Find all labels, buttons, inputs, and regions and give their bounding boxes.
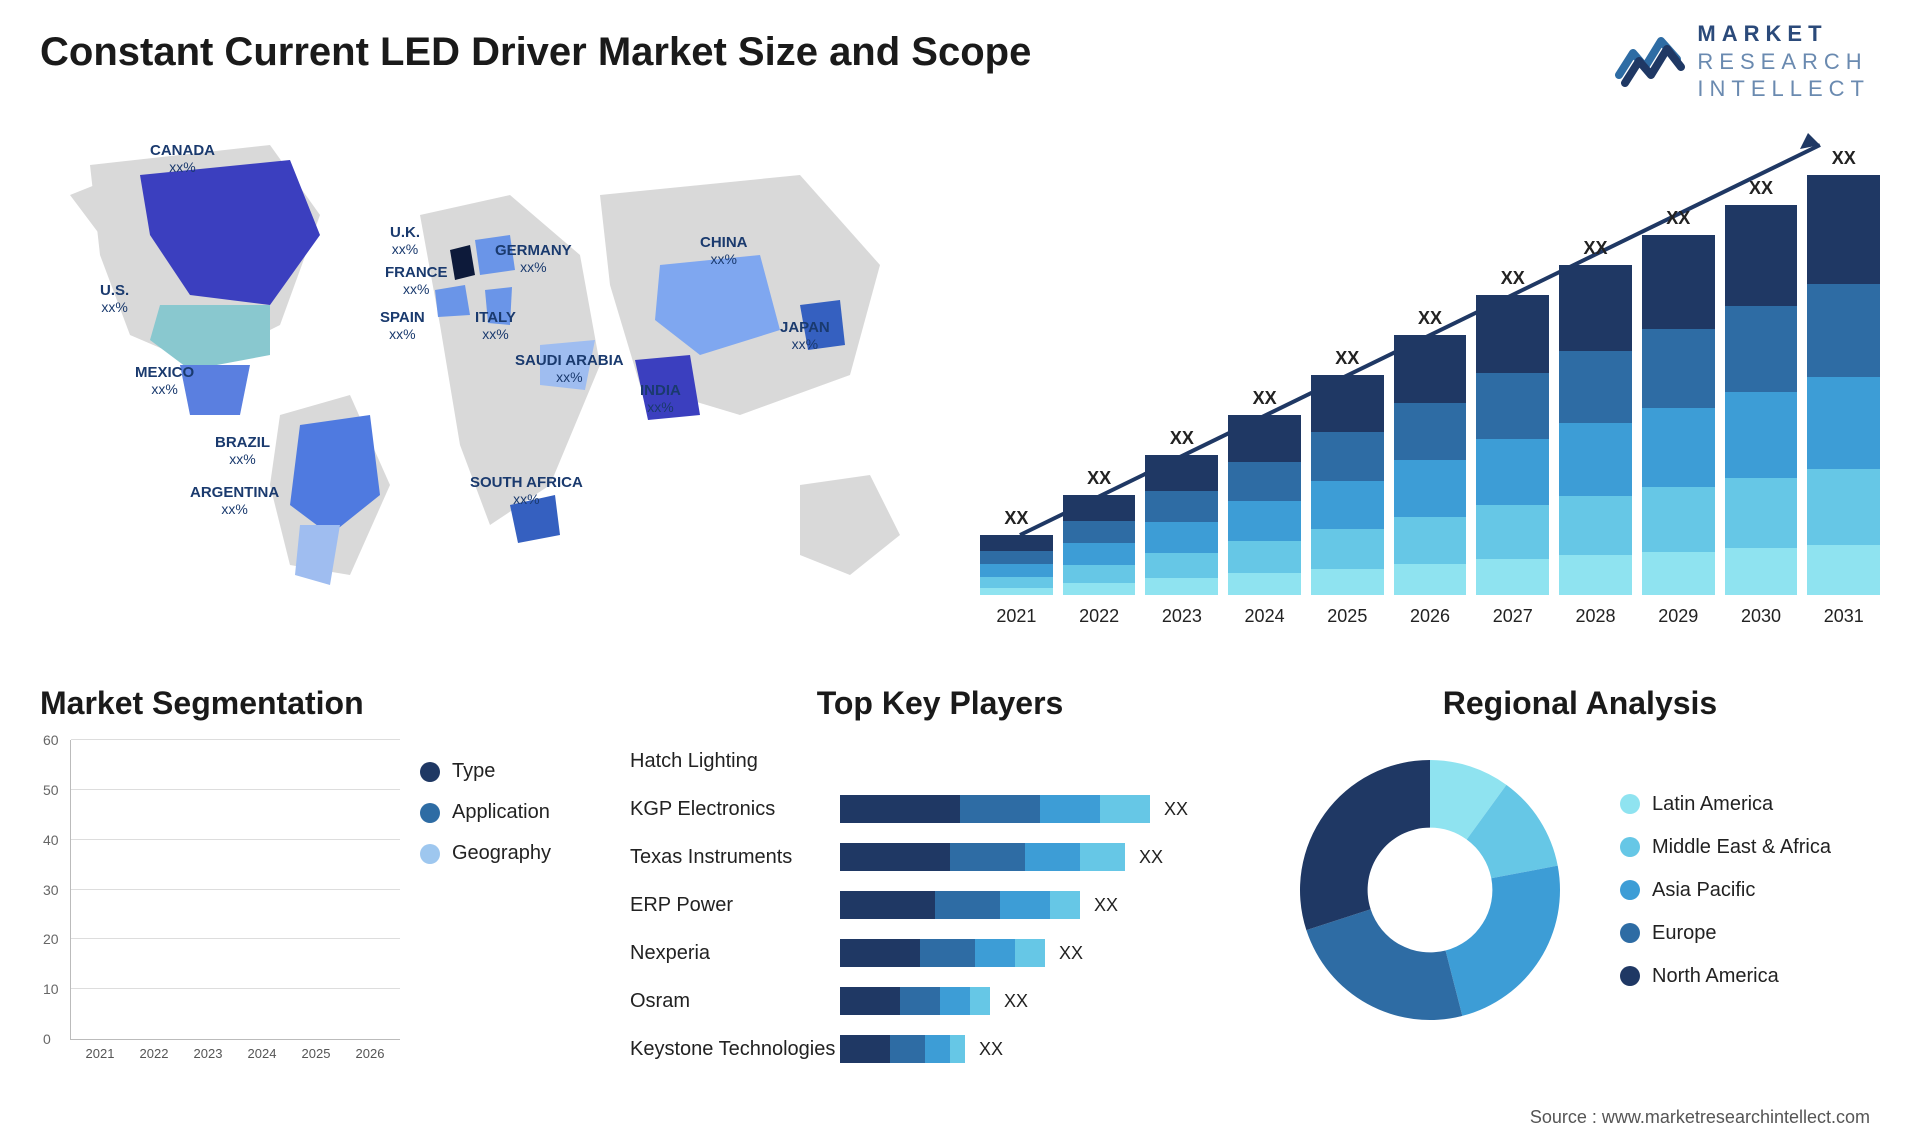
country-label: JAPANxx% (780, 320, 830, 352)
growth-bar: XX (980, 508, 1053, 595)
player-row: Texas InstrumentsXX (630, 836, 1250, 878)
country-label: SOUTH AFRICAxx% (470, 475, 583, 507)
country-label: ARGENTINAxx% (190, 485, 279, 517)
growth-bar: XX (1559, 238, 1632, 595)
player-row: NexperiaXX (630, 932, 1250, 974)
source-label: Source : www.marketresearchintellect.com (1530, 1107, 1870, 1128)
segmentation-panel: Market Segmentation 1020304050600 202120… (40, 685, 600, 1076)
players-panel: Top Key Players Hatch Lighting KGP Electr… (630, 685, 1250, 1076)
player-row: KGP ElectronicsXX (630, 788, 1250, 830)
legend-item: Geography (420, 842, 551, 865)
legend-item: Europe (1620, 922, 1831, 945)
country-label: ITALYxx% (475, 310, 516, 342)
logo-mark-icon (1615, 31, 1685, 91)
players-title: Top Key Players (630, 685, 1250, 722)
logo-line1: MARKET (1697, 20, 1870, 48)
legend-item: Application (420, 801, 551, 824)
player-row: Keystone TechnologiesXX (630, 1028, 1250, 1070)
regional-donut-chart (1280, 740, 1580, 1040)
legend-item: Middle East & Africa (1620, 836, 1831, 859)
segmentation-title: Market Segmentation (40, 685, 600, 722)
logo-line3: INTELLECT (1697, 75, 1870, 103)
country-label: SPAINxx% (380, 310, 425, 342)
country-label: GERMANYxx% (495, 243, 572, 275)
legend-item: Type (420, 760, 551, 783)
page-title: Constant Current LED Driver Market Size … (40, 30, 1880, 75)
country-label: INDIAxx% (640, 383, 681, 415)
growth-bar-chart: XXXXXXXXXXXXXXXXXXXXXX 20212022202320242… (980, 105, 1880, 635)
growth-bar: XX (1394, 308, 1467, 595)
growth-bar: XX (1476, 268, 1549, 595)
regional-panel: Regional Analysis Latin America Middle Ea… (1280, 685, 1880, 1076)
growth-bar: XX (1311, 348, 1384, 595)
segmentation-chart: 1020304050600 (70, 740, 400, 1040)
growth-bar: XX (1725, 178, 1798, 595)
country-label: U.S.xx% (100, 283, 129, 315)
growth-bar: XX (1063, 468, 1136, 595)
world-map: CANADAxx% U.S.xx% MEXICOxx% BRAZILxx% ARGENT… (40, 105, 940, 635)
country-label: FRANCExx% (385, 265, 448, 297)
growth-bar: XX (1145, 428, 1218, 595)
legend-item: North America (1620, 965, 1831, 988)
logo-line2: RESEARCH (1697, 48, 1870, 76)
country-label: U.K.xx% (390, 225, 420, 257)
player-row: Hatch Lighting (630, 740, 1250, 782)
growth-bar: XX (1807, 148, 1880, 595)
country-label: SAUDI ARABIAxx% (515, 353, 624, 385)
player-row: OsramXX (630, 980, 1250, 1022)
brand-logo: MARKET RESEARCH INTELLECT (1615, 20, 1870, 103)
country-label: CANADAxx% (150, 143, 215, 175)
player-row: ERP PowerXX (630, 884, 1250, 926)
growth-bar: XX (1642, 208, 1715, 595)
country-label: MEXICOxx% (135, 365, 194, 397)
legend-item: Latin America (1620, 793, 1831, 816)
country-label: CHINAxx% (700, 235, 748, 267)
regional-title: Regional Analysis (1280, 685, 1880, 722)
segmentation-legend: Type Application Geography (420, 740, 551, 1061)
regional-legend: Latin America Middle East & Africa Asia Pa… (1620, 793, 1831, 988)
country-label: BRAZILxx% (215, 435, 270, 467)
legend-item: Asia Pacific (1620, 879, 1831, 902)
growth-bar: XX (1228, 388, 1301, 595)
